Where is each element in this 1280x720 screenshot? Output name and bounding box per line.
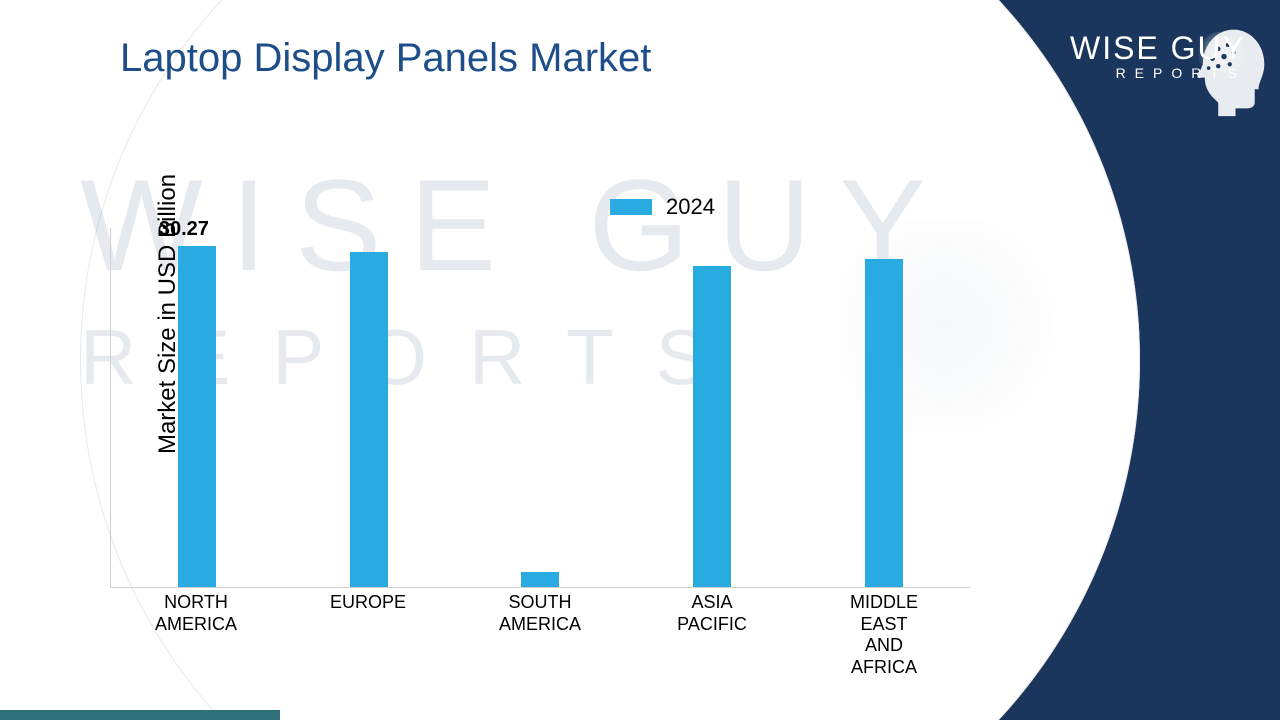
x-axis-label: SOUTH AMERICA <box>454 592 626 678</box>
bar-value-label: 30.27 <box>159 218 209 241</box>
legend: 2024 <box>610 194 715 220</box>
bar-slot <box>283 252 455 587</box>
bar-slot <box>455 572 627 587</box>
brand-line1: WISE GUY <box>1070 30 1246 67</box>
brand-logo: WISE GUY REPORTS <box>1070 30 1246 81</box>
x-axis-label: NORTH AMERICA <box>110 592 282 678</box>
bar <box>865 259 903 588</box>
bar-chart: 30.27 <box>110 228 970 588</box>
chart-title: Laptop Display Panels Market <box>120 36 651 81</box>
x-axis-label: MIDDLE EAST AND AFRICA <box>798 592 970 678</box>
bar-slot <box>626 266 798 587</box>
bar <box>693 266 731 587</box>
legend-label: 2024 <box>666 194 715 220</box>
x-axis-labels: NORTH AMERICAEUROPESOUTH AMERICAASIA PAC… <box>110 592 970 678</box>
x-axis-label: EUROPE <box>282 592 454 678</box>
x-axis-label: ASIA PACIFIC <box>626 592 798 678</box>
brand-line2: REPORTS <box>1070 65 1246 81</box>
legend-swatch <box>610 199 652 215</box>
chart-canvas: WISE GUY REPORTS Laptop Display Panels M… <box>0 0 1280 720</box>
bar <box>521 572 559 587</box>
bar-slot <box>798 259 970 588</box>
bar-slot: 30.27 <box>111 246 283 587</box>
bar <box>350 252 388 587</box>
bar <box>178 246 216 587</box>
bottom-accent-bar <box>0 710 280 720</box>
